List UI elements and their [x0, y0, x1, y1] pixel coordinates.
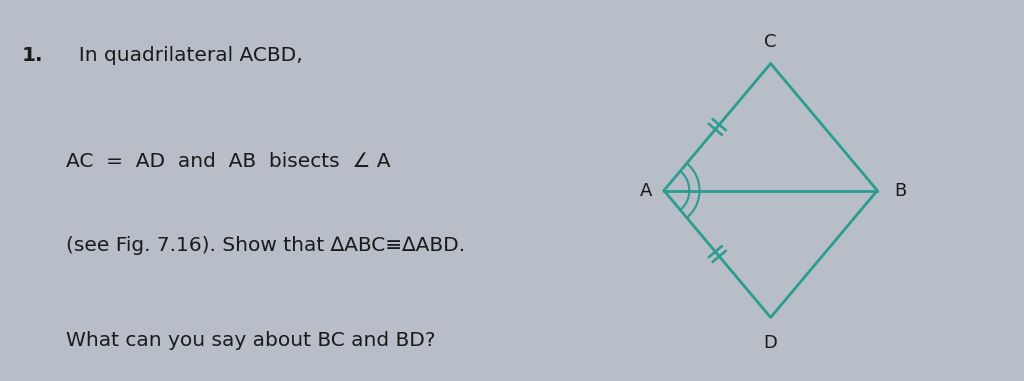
Text: In quadrilateral ACBD,: In quadrilateral ACBD, [67, 46, 303, 65]
Text: 1.: 1. [23, 46, 44, 65]
Text: (see Fig. 7.16). Show that ∆ABC≡∆ABD.: (see Fig. 7.16). Show that ∆ABC≡∆ABD. [67, 236, 466, 255]
Text: AC  =  AD  and  AB  bisects  ∠ A: AC = AD and AB bisects ∠ A [67, 152, 391, 171]
Text: D: D [764, 334, 777, 352]
Text: B: B [894, 181, 906, 200]
Text: A: A [640, 181, 652, 200]
Text: What can you say about BC and BD?: What can you say about BC and BD? [67, 331, 436, 351]
Text: C: C [764, 33, 777, 51]
